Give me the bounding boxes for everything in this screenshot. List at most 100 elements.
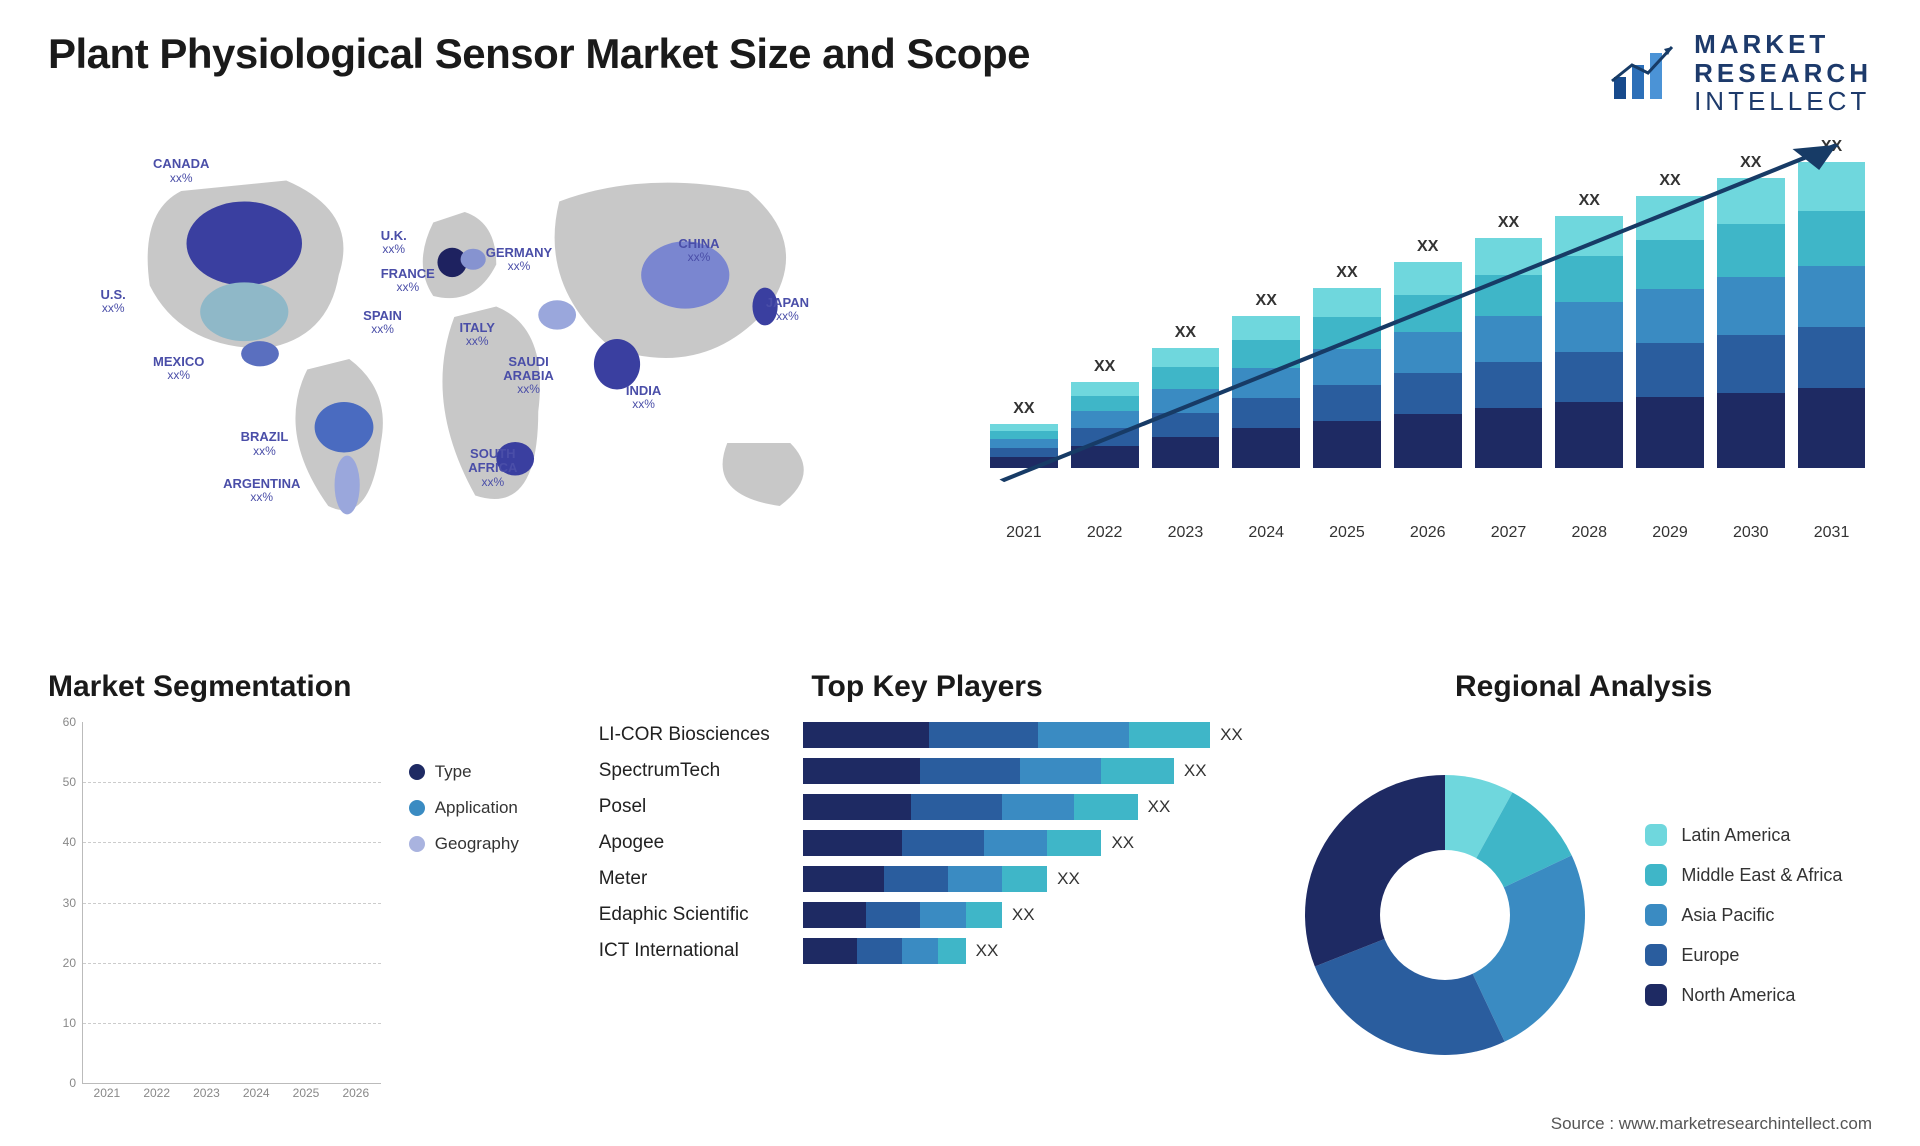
- keyplayer-row: LI-COR Biosciences XX: [599, 722, 1256, 748]
- forecast-bar-segment: [1717, 178, 1785, 224]
- forecast-chart: XXXXXXXXXXXXXXXXXXXXXX 20212022202320242…: [984, 128, 1872, 548]
- keyplayer-name: LI-COR Biosciences: [599, 724, 789, 746]
- keyplayer-bar-segment: [984, 830, 1047, 856]
- forecast-bar-segment: [1475, 238, 1543, 275]
- forecast-bar-segment: [1071, 382, 1139, 396]
- keyplayer-bar-segment: [920, 758, 1020, 784]
- legend-label: Application: [435, 798, 518, 818]
- keyplayer-bar-segment: [803, 794, 912, 820]
- top-row: CANADAxx%U.S.xx%MEXICOxx%BRAZILxx%ARGENT…: [48, 128, 1872, 548]
- forecast-bar-segment: [1555, 216, 1623, 256]
- keyplayer-bar-segment: [1002, 866, 1047, 892]
- legend-label: Europe: [1681, 945, 1739, 966]
- segmentation-legend-item: Type: [409, 762, 559, 782]
- keyplayer-bar-segment: [966, 902, 1002, 928]
- keyplayer-bar: [803, 794, 1138, 820]
- legend-label: Type: [435, 762, 472, 782]
- regional-title: Regional Analysis: [1295, 670, 1872, 704]
- forecast-bar-segment: [990, 439, 1058, 448]
- segmentation-legend-item: Application: [409, 798, 559, 818]
- regional-legend-item: North America: [1645, 984, 1842, 1006]
- keyplayer-bar-segment: [1101, 758, 1173, 784]
- forecast-bar: XX: [1549, 128, 1630, 468]
- legend-label: Middle East & Africa: [1681, 865, 1842, 886]
- forecast-bar-label: XX: [1175, 324, 1196, 342]
- segmentation-xtick: 2021: [82, 1086, 132, 1108]
- keyplayer-bar-segment: [902, 830, 983, 856]
- source-line: Source : www.marketresearchintellect.com: [1551, 1114, 1872, 1134]
- forecast-bar: XX: [1710, 128, 1791, 468]
- regional-legend-item: Latin America: [1645, 824, 1842, 846]
- keyplayer-row: ICT International XX: [599, 938, 1256, 964]
- forecast-bar-label: XX: [1659, 172, 1680, 190]
- segmentation-ytick: 0: [48, 1076, 76, 1090]
- forecast-year-label: 2023: [1145, 516, 1226, 548]
- forecast-bar-segment: [1152, 437, 1220, 468]
- keyplayer-bar-segment: [803, 722, 930, 748]
- keyplayer-value: XX: [1148, 797, 1171, 817]
- forecast-year-label: 2021: [984, 516, 1065, 548]
- forecast-bar-label: XX: [1013, 400, 1034, 418]
- forecast-bar-label: XX: [1417, 238, 1438, 256]
- donut-hole: [1380, 850, 1510, 980]
- forecast-bar-segment: [1636, 397, 1704, 468]
- forecast-bar-segment: [1071, 411, 1139, 428]
- keyplayer-barwrap: XX: [803, 758, 1256, 784]
- segmentation-ytick: 50: [48, 775, 76, 789]
- forecast-plot: XXXXXXXXXXXXXXXXXXXXXX: [984, 128, 1872, 468]
- keyplayer-bar: [803, 902, 1002, 928]
- forecast-bar-segment: [1475, 316, 1543, 362]
- keyplayer-barwrap: XX: [803, 722, 1256, 748]
- forecast-year-label: 2027: [1468, 516, 1549, 548]
- forecast-bar: XX: [1145, 128, 1226, 468]
- keyplayer-name: ICT International: [599, 940, 789, 962]
- keyplayer-name: Apogee: [599, 832, 789, 854]
- legend-swatch: [1645, 824, 1667, 846]
- segmentation-xaxis: 202120222023202420252026: [82, 1086, 381, 1108]
- keyplayer-bar-segment: [929, 722, 1038, 748]
- forecast-bar-label: XX: [1821, 138, 1842, 156]
- legend-label: Latin America: [1681, 825, 1790, 846]
- legend-label: Geography: [435, 834, 519, 854]
- keyplayer-value: XX: [976, 941, 999, 961]
- logo-line-2: RESEARCH: [1694, 59, 1872, 88]
- forecast-bar-segment: [1717, 277, 1785, 335]
- forecast-bar: XX: [1226, 128, 1307, 468]
- forecast-bar-segment: [1313, 385, 1381, 421]
- forecast-year-label: 2025: [1307, 516, 1388, 548]
- header: Plant Physiological Sensor Market Size a…: [48, 30, 1872, 110]
- forecast-bar-segment: [1394, 414, 1462, 468]
- country-label: CANADAxx%: [153, 157, 209, 184]
- country-label: U.S.xx%: [101, 288, 126, 315]
- legend-swatch: [1645, 984, 1667, 1006]
- bottom-row: Market Segmentation 01020304050602021202…: [48, 670, 1872, 1108]
- forecast-xaxis: 2021202220232024202520262027202820292030…: [984, 516, 1872, 548]
- legend-swatch: [409, 836, 425, 852]
- forecast-bar-segment: [1232, 316, 1300, 340]
- forecast-year-label: 2026: [1387, 516, 1468, 548]
- segmentation-ytick: 40: [48, 835, 76, 849]
- forecast-bar-label: XX: [1740, 154, 1761, 172]
- forecast-bar-segment: [1717, 335, 1785, 393]
- keyplayer-bar: [803, 758, 1174, 784]
- keyplayer-bar-segment: [857, 938, 902, 964]
- legend-label: North America: [1681, 985, 1795, 1006]
- segmentation-legend-item: Geography: [409, 834, 559, 854]
- keyplayer-row: Edaphic ScientificXX: [599, 902, 1256, 928]
- keyplayer-bar-segment: [1129, 722, 1210, 748]
- segmentation-xtick: 2025: [281, 1086, 331, 1108]
- legend-swatch: [409, 764, 425, 780]
- forecast-bar-segment: [1475, 362, 1543, 408]
- keyplayer-bar-segment: [803, 938, 857, 964]
- legend-swatch: [1645, 904, 1667, 926]
- keyplayer-row: ApogeeXX: [599, 830, 1256, 856]
- keyplayer-bar-segment: [866, 902, 920, 928]
- keyplayer-bar-segment: [938, 938, 965, 964]
- segmentation-xtick: 2026: [331, 1086, 381, 1108]
- country-label: SPAINxx%: [363, 309, 402, 336]
- regional-legend-item: Middle East & Africa: [1645, 864, 1842, 886]
- forecast-bar-segment: [1232, 340, 1300, 367]
- keyplayer-bar-segment: [948, 866, 1002, 892]
- keyplayer-bar-segment: [920, 902, 965, 928]
- forecast-bar-segment: [1798, 327, 1866, 388]
